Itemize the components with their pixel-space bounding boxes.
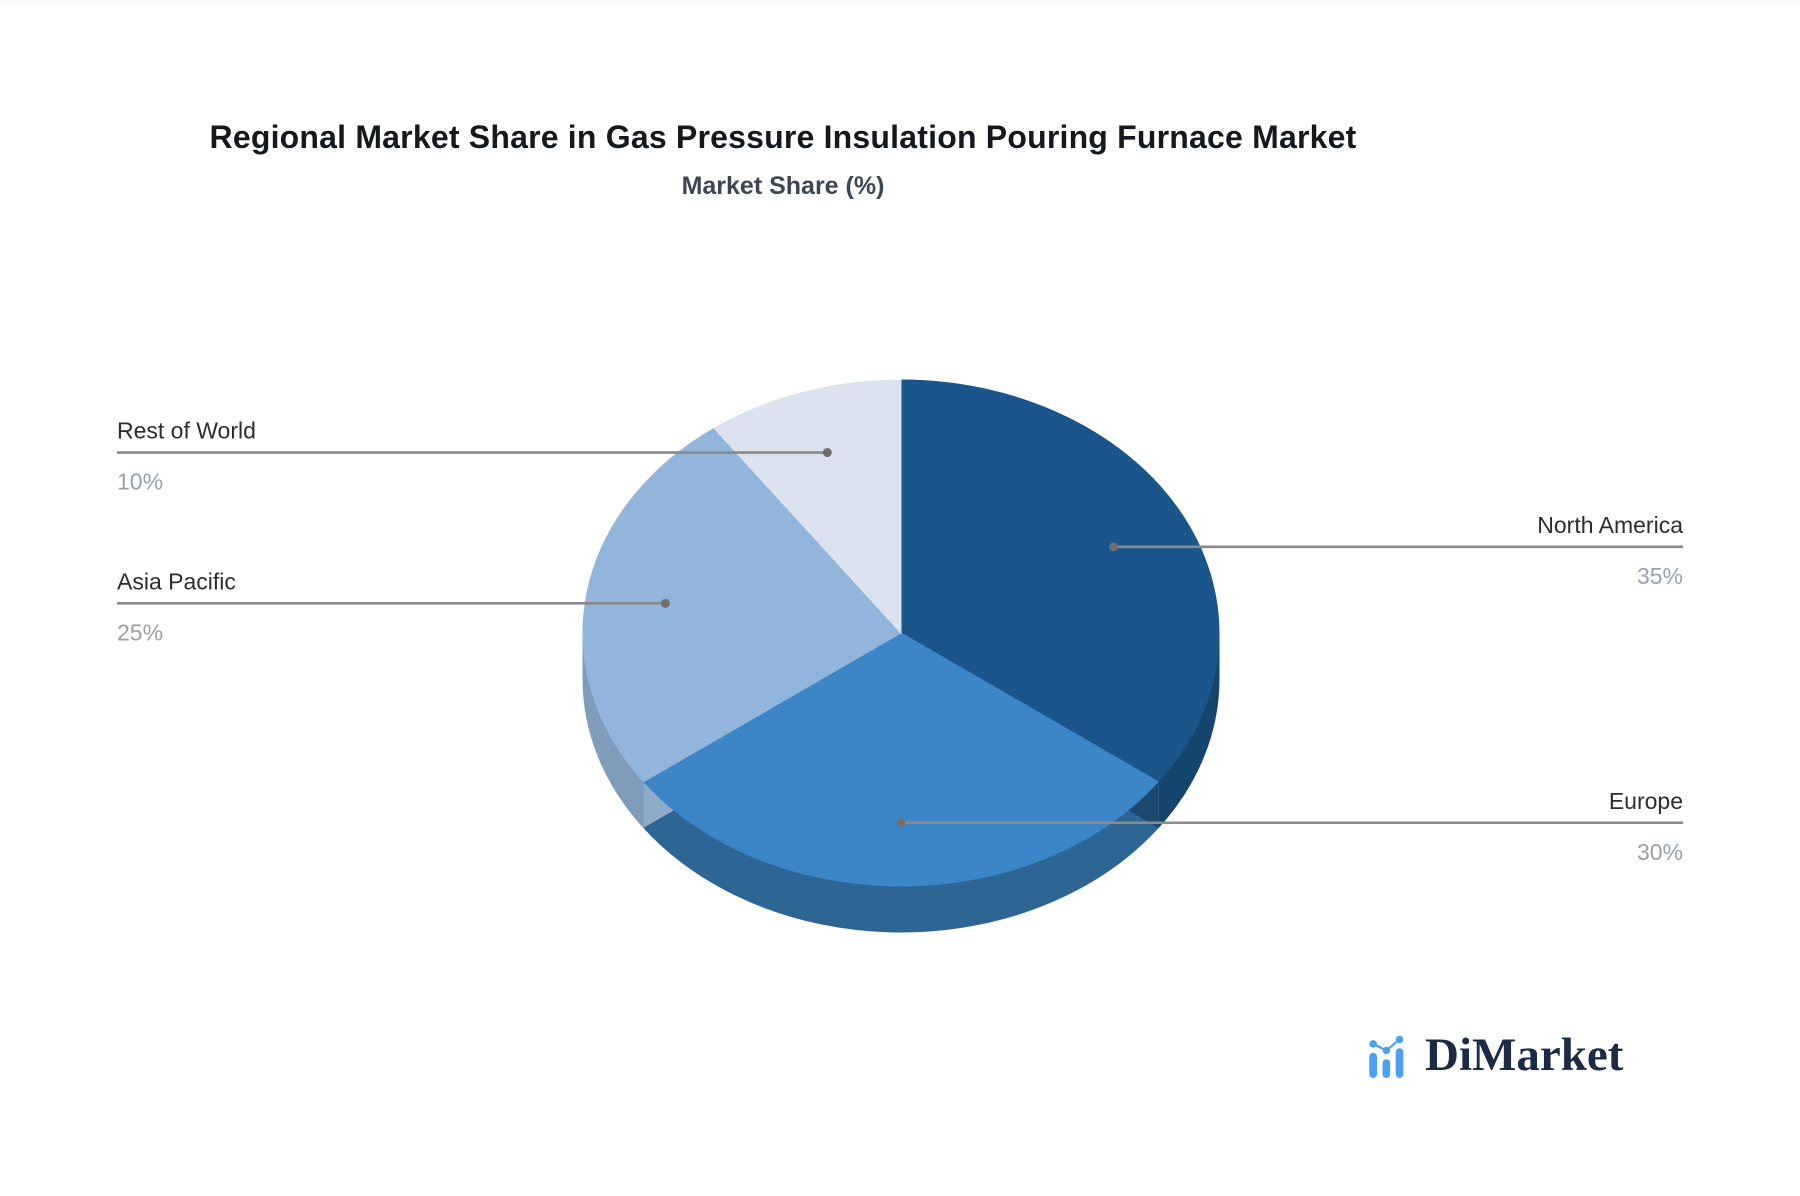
slice-label-north-america: North America <box>1537 512 1683 538</box>
slice-pct-north-america: 35% <box>1637 563 1683 589</box>
pie-slice-rest-of-world[interactable] <box>713 379 902 635</box>
slice-pct-asia-pacific: 25% <box>117 619 163 645</box>
connector-dot-asia-pacific <box>660 598 670 608</box>
chart-subtitle: Market Share (%) <box>681 172 885 200</box>
connector-dot-north-america <box>1109 542 1119 552</box>
chart-header: Regional Market Share in Gas Pressure In… <box>0 118 1566 201</box>
slice-pct-europe: 30% <box>1637 839 1683 865</box>
top-edge-strip <box>0 0 1800 4</box>
bar-chart-trend-icon <box>1369 1035 1404 1078</box>
slice-label-rest-of-world: Rest of World <box>117 418 256 444</box>
slice-pct-rest-of-world: 10% <box>117 469 163 495</box>
connector-dot-europe <box>896 818 906 828</box>
brand-logo: DiMarket <box>1366 1032 1623 1079</box>
connector-dot-rest-of-world <box>822 448 832 458</box>
brand-name: DiMarket <box>1425 1029 1624 1081</box>
slice-label-asia-pacific: Asia Pacific <box>117 568 236 594</box>
slice-label-europe: Europe <box>1609 788 1683 814</box>
pie-slice-north-america[interactable] <box>900 379 1220 783</box>
chart-title: Regional Market Share in Gas Pressure In… <box>209 119 1357 155</box>
pie-slice-asia-pacific[interactable] <box>582 427 902 783</box>
